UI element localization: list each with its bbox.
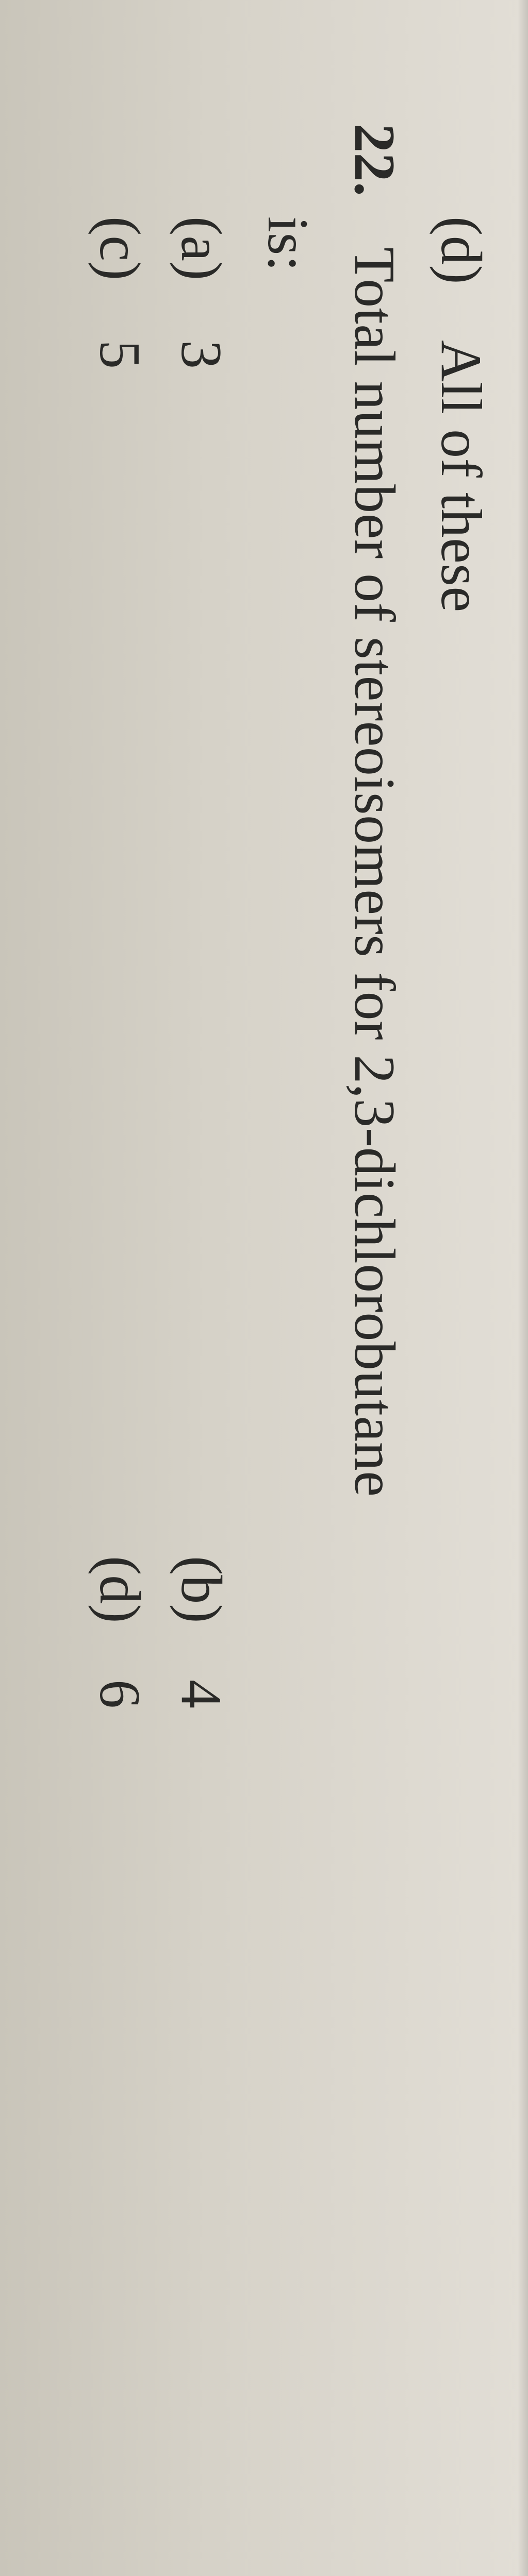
- option-label: (a): [165, 216, 237, 340]
- option-label: (c): [84, 216, 156, 340]
- option-value: 5: [84, 340, 156, 369]
- previous-question-option-d: (d) All of these: [425, 216, 497, 2576]
- option-d: (d) 6: [84, 1556, 156, 1708]
- options-row-2: (c) 5 (d) 6: [84, 216, 156, 2576]
- question-text-line1: Total number of stereoisomers for 2,3-di…: [338, 247, 410, 2576]
- option-label: (b): [165, 1556, 237, 1680]
- question-number: 22.: [338, 124, 410, 247]
- option-label: (d): [425, 216, 497, 340]
- option-text: All of these: [425, 340, 497, 613]
- option-c: (c) 5: [84, 216, 156, 1556]
- option-label: (d): [84, 1556, 156, 1680]
- page-top-shadow: [518, 0, 528, 2576]
- option-a: (a) 3: [165, 216, 237, 1556]
- exam-page: (d) All of these 22. Total number of ste…: [0, 0, 528, 2576]
- option-value: 3: [165, 340, 237, 369]
- option-value: 6: [84, 1680, 156, 1708]
- question-22-line2: is:: [252, 216, 324, 2576]
- option-b: (b) 4: [165, 1556, 237, 1708]
- option-value: 4: [165, 1680, 237, 1708]
- question-text-line2: is:: [252, 216, 324, 272]
- question-22-line1: 22. Total number of stereoisomers for 2,…: [338, 216, 410, 2576]
- options-row-1: (a) 3 (b) 4: [165, 216, 237, 2576]
